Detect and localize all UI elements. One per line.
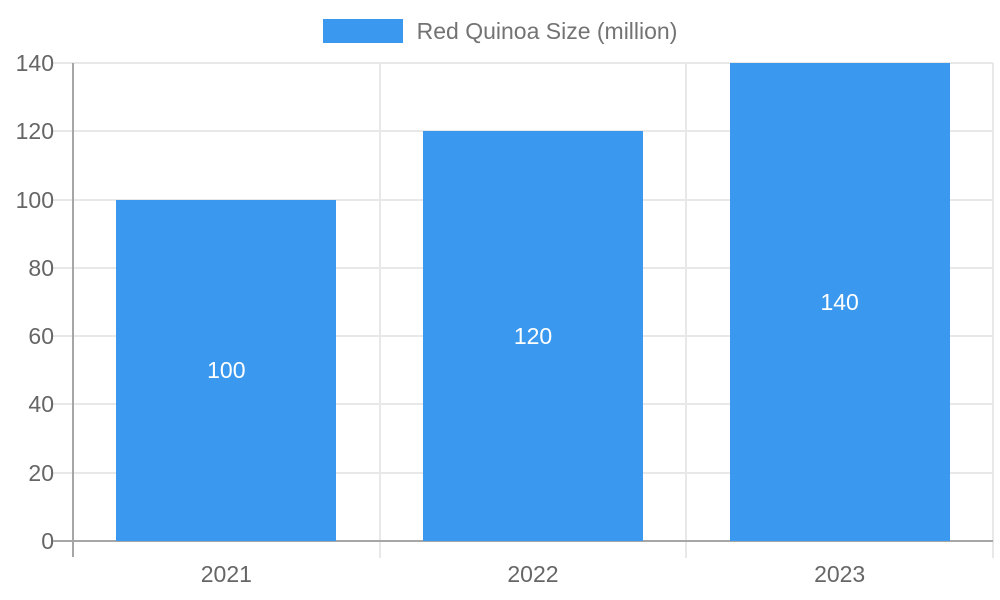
y-axis-tick-label: 60 — [28, 323, 54, 350]
x-axis-tick — [685, 541, 688, 558]
x-axis-tick — [378, 541, 381, 558]
legend[interactable]: Red Quinoa Size (million) — [0, 14, 1000, 48]
bar[interactable] — [423, 131, 643, 541]
gridline-vertical — [378, 63, 381, 541]
y-axis-line — [72, 63, 74, 557]
y-axis-tick-label: 40 — [28, 391, 54, 418]
bar-value-label: 120 — [513, 323, 553, 350]
bar[interactable] — [116, 199, 337, 541]
legend-swatch-icon — [322, 19, 403, 43]
x-axis-line — [53, 540, 993, 542]
x-axis-tick-label: 2023 — [814, 561, 866, 587]
y-axis-tick-label: 80 — [28, 254, 54, 281]
gridline-vertical — [992, 63, 994, 541]
bar-value-label: 100 — [207, 357, 246, 384]
bar[interactable] — [729, 63, 950, 541]
gridline-horizontal — [53, 62, 993, 64]
x-axis-tick-label: 2022 — [507, 561, 559, 587]
y-axis-tick-label: 20 — [28, 459, 54, 486]
y-axis-tick-label: 120 — [15, 118, 54, 145]
x-axis-tick-label: 2021 — [200, 561, 252, 587]
bar-value-label: 140 — [820, 289, 859, 315]
y-axis-tick-label: 100 — [15, 186, 54, 213]
y-axis-tick-label: 140 — [15, 50, 54, 76]
legend-label: Red Quinoa Size (million) — [416, 18, 678, 44]
y-axis-tick-label: 0 — [41, 528, 54, 554]
x-axis-tick — [992, 541, 994, 558]
gridline-vertical — [685, 63, 688, 541]
